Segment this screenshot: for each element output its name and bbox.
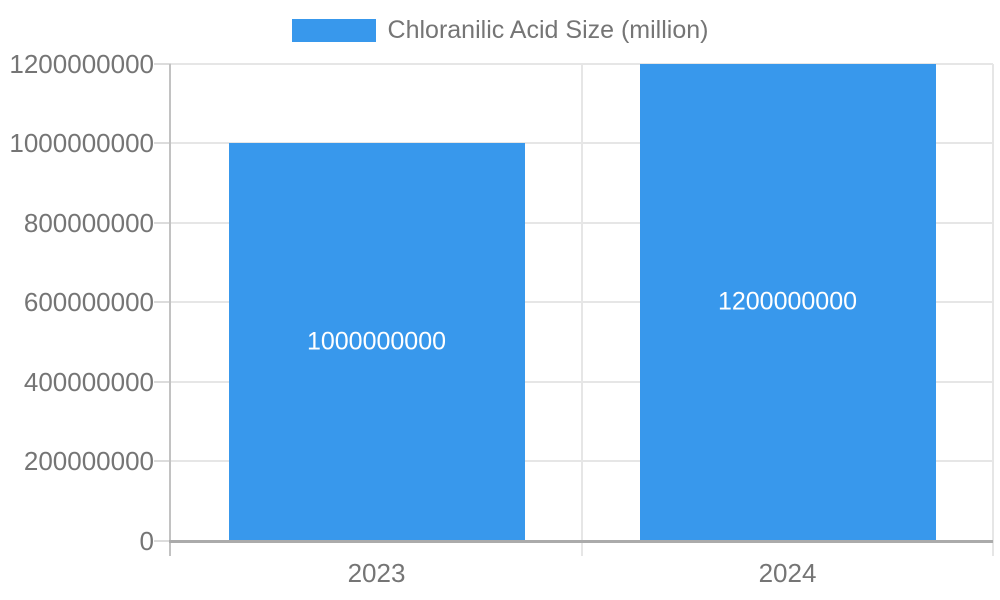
gridline-vertical (992, 63, 994, 556)
y-tick-mark (154, 380, 171, 383)
x-axis-tick-label: 2023 (347, 558, 406, 588)
y-axis-tick-label: 0 (139, 526, 154, 556)
y-tick-mark (154, 142, 171, 145)
legend-item[interactable]: Chloranilic Acid Size (million) (291, 16, 709, 44)
legend-swatch-icon (291, 19, 376, 42)
y-tick-mark (154, 540, 171, 542)
y-axis-tick-label: 800000000 (23, 207, 154, 238)
y-tick-mark (154, 301, 171, 304)
x-axis-line (169, 540, 993, 543)
y-tick-mark (154, 221, 171, 224)
y-axis-line (169, 63, 171, 556)
y-axis-tick-label: 200000000 (23, 446, 154, 477)
x-axis-tick-label: 2024 (758, 558, 817, 588)
y-axis-tick-label: 400000000 (23, 366, 154, 397)
y-tick-mark (154, 62, 171, 65)
bar-2024[interactable] (639, 63, 936, 541)
gridline-vertical (581, 63, 583, 556)
bar-value-label: 1000000000 (306, 327, 447, 356)
legend: Chloranilic Acid Size (million) (0, 18, 1000, 43)
y-axis-tick-label: 1200000000 (9, 48, 154, 79)
bar-2023[interactable] (228, 143, 525, 541)
y-axis-tick-label: 600000000 (23, 287, 154, 318)
legend-label: Chloranilic Acid Size (million) (387, 16, 709, 44)
bar-value-label: 1200000000 (717, 287, 858, 316)
y-tick-mark (154, 460, 171, 463)
y-axis-tick-label: 1000000000 (9, 128, 154, 159)
